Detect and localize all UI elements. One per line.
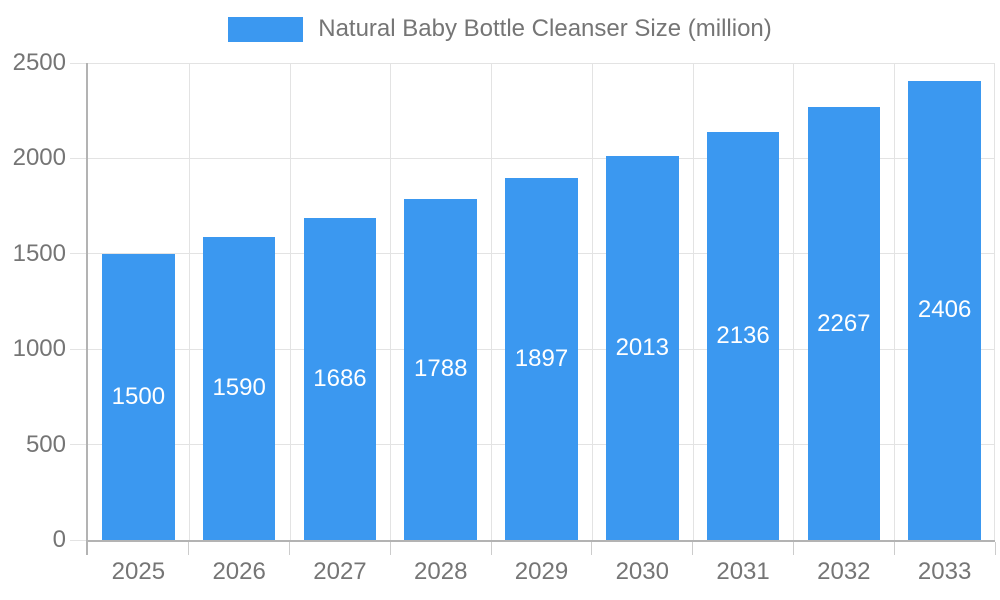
- gridline-vertical: [793, 63, 795, 540]
- bar-value-label: 2013: [615, 333, 669, 361]
- x-axis-tick-label: 2025: [111, 558, 166, 585]
- x-axis-tick-label: 2033: [917, 558, 972, 585]
- bar-value-label: 1897: [514, 345, 569, 373]
- x-axis-tick-label: 2031: [716, 558, 770, 585]
- x-axis-tick-label: 2027: [313, 558, 367, 585]
- legend-label: Natural Baby Bottle Cleanser Size (milli…: [318, 15, 772, 42]
- x-axis-tick: [591, 542, 593, 555]
- x-axis-tick: [692, 542, 694, 555]
- y-axis-tick-label: 2500: [12, 49, 66, 76]
- y-axis-tick-label: 1000: [12, 335, 66, 363]
- gridline-vertical: [692, 63, 694, 540]
- x-axis-tick: [792, 542, 794, 555]
- x-axis-tick-label: 2028: [414, 558, 468, 585]
- x-axis-tick-label: 2029: [514, 558, 569, 585]
- bar-value-label: 1788: [414, 355, 468, 383]
- gridline-vertical: [591, 63, 593, 540]
- x-axis-tick-label: 2030: [615, 558, 669, 585]
- gridline-horizontal: [88, 157, 995, 159]
- bar[interactable]: [202, 236, 276, 540]
- bar[interactable]: [505, 178, 578, 540]
- x-axis-tick-label: 2032: [817, 558, 871, 585]
- bar[interactable]: [706, 132, 780, 540]
- y-axis-line: [86, 63, 88, 555]
- x-axis-tick: [289, 542, 291, 555]
- bar[interactable]: [605, 155, 679, 540]
- gridline-vertical: [188, 63, 190, 540]
- y-axis-tick: [70, 157, 86, 159]
- x-axis-tick: [188, 542, 190, 555]
- gridline-vertical: [289, 63, 291, 540]
- bar-value-label: 1590: [212, 374, 266, 402]
- y-axis-tick: [70, 253, 86, 255]
- x-axis-tick-label: 2026: [212, 558, 266, 585]
- bar-value-label: 1500: [111, 382, 166, 410]
- y-axis-tick: [70, 539, 86, 541]
- x-axis-tick: [994, 542, 996, 555]
- gridline-vertical: [994, 63, 995, 540]
- x-axis-tick: [893, 542, 895, 555]
- plot-area: 1500 1590 1686 1788 1897 2013 2136 2267 2406: [70, 62, 996, 555]
- bar-value-label: 1686: [313, 365, 367, 393]
- x-axis-line: [86, 540, 995, 542]
- y-axis-tick-label: 0: [52, 526, 66, 553]
- bar-value-label: 2136: [716, 322, 770, 350]
- y-axis-tick: [70, 348, 86, 350]
- x-axis-tick: [490, 542, 492, 555]
- legend[interactable]: Natural Baby Bottle Cleanser Size (milli…: [0, 15, 1000, 43]
- x-axis-tick: [389, 542, 391, 555]
- y-axis-tick-label: 2000: [12, 144, 66, 172]
- y-axis-tick: [70, 62, 86, 64]
- bar[interactable]: [102, 253, 175, 540]
- bar[interactable]: [807, 107, 881, 540]
- gridline-horizontal: [88, 62, 995, 64]
- legend-swatch-icon: [228, 16, 304, 42]
- bar-value-label: 2406: [917, 296, 972, 324]
- y-axis-tick: [70, 444, 86, 446]
- gridline-vertical: [491, 63, 493, 540]
- gridline-vertical: [390, 63, 392, 540]
- bar[interactable]: [908, 80, 981, 540]
- bar[interactable]: [303, 218, 377, 540]
- bar-value-label: 2267: [817, 309, 871, 337]
- y-axis-tick-label: 500: [25, 430, 66, 458]
- gridline-vertical: [894, 63, 896, 540]
- bar[interactable]: [404, 198, 477, 540]
- y-axis-tick-label: 1500: [12, 239, 66, 267]
